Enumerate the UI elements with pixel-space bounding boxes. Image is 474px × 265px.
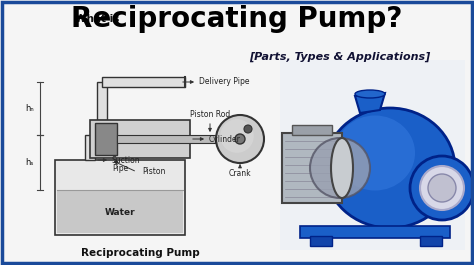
Circle shape <box>428 174 456 202</box>
Text: Reciprocating Pump?: Reciprocating Pump? <box>71 5 403 33</box>
Text: Water: Water <box>105 208 135 217</box>
Polygon shape <box>355 93 385 113</box>
Circle shape <box>244 125 252 133</box>
Bar <box>85 135 95 160</box>
Bar <box>280 60 465 250</box>
Bar <box>282 133 342 203</box>
Bar <box>97 82 107 120</box>
Bar <box>292 125 332 135</box>
Bar <box>117 135 225 143</box>
Text: Piston Rod: Piston Rod <box>190 110 230 119</box>
Text: Piston: Piston <box>142 167 165 176</box>
Circle shape <box>216 115 264 163</box>
Text: hₙ: hₙ <box>25 104 34 113</box>
Bar <box>102 77 185 87</box>
Text: Crank: Crank <box>228 169 251 178</box>
Circle shape <box>235 134 245 144</box>
Ellipse shape <box>335 116 415 191</box>
Circle shape <box>410 156 474 220</box>
Circle shape <box>310 138 370 198</box>
Text: Cylinder: Cylinder <box>209 135 241 144</box>
Text: What is: What is <box>75 14 119 24</box>
Text: hₛ: hₛ <box>26 158 34 167</box>
Text: Reciprocating Pump: Reciprocating Pump <box>81 248 200 258</box>
Circle shape <box>220 119 254 153</box>
Ellipse shape <box>355 90 385 98</box>
Bar <box>300 226 450 238</box>
Bar <box>310 236 332 246</box>
Bar <box>420 236 442 246</box>
Ellipse shape <box>331 138 353 198</box>
Bar <box>95 123 117 155</box>
Bar <box>57 190 183 233</box>
Circle shape <box>420 166 464 210</box>
Text: Suction: Suction <box>112 156 141 165</box>
Bar <box>55 160 185 235</box>
Bar <box>90 120 190 158</box>
Ellipse shape <box>325 108 455 228</box>
Text: Delivery Pipe: Delivery Pipe <box>199 77 249 86</box>
Text: [Parts, Types & Applications]: [Parts, Types & Applications] <box>249 52 430 62</box>
Text: Pipe: Pipe <box>112 164 128 173</box>
